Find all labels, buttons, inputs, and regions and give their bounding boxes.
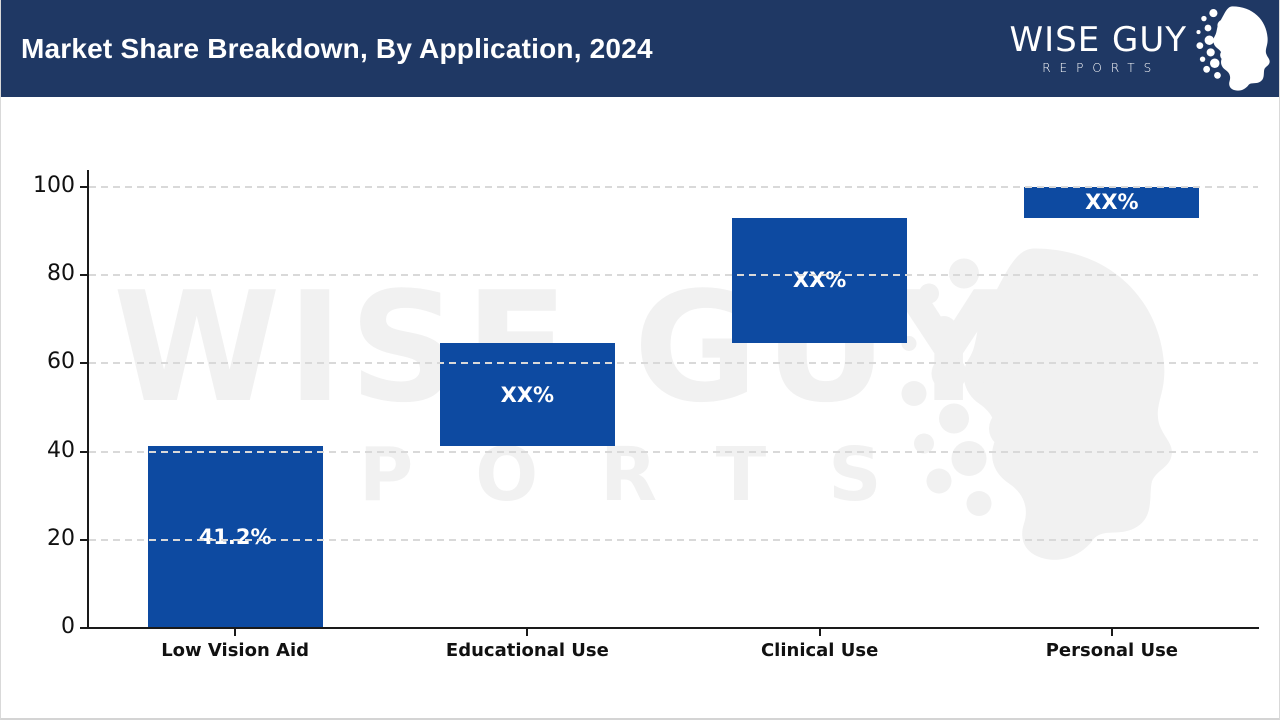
y-axis-line xyxy=(87,170,89,628)
bar-personal-use: XX% xyxy=(1024,187,1200,218)
gridline-80 xyxy=(89,274,1258,277)
x-axis-label-personal-use: Personal Use xyxy=(1045,640,1179,661)
y-tick-label-60: 60 xyxy=(47,349,75,375)
x-tick-0 xyxy=(234,629,237,636)
bar-value-label: XX% xyxy=(792,268,847,293)
gridline-100 xyxy=(89,186,1258,188)
watermark-face-icon xyxy=(901,248,1172,560)
bar-educational-use: XX% xyxy=(439,343,615,447)
bar-value-label: XX% xyxy=(500,382,555,407)
x-axis-line xyxy=(87,627,1259,629)
y-tick-label-100: 100 xyxy=(33,173,75,198)
y-tick-label-20: 20 xyxy=(47,525,75,551)
bar-value-label: 41.2% xyxy=(198,525,272,550)
y-tick-80 xyxy=(80,274,87,277)
logo-subtext: REPORTS xyxy=(1042,60,1161,75)
header: Market Share Breakdown, By Application, … xyxy=(1,0,1279,97)
watermark-text-line2: PORTS xyxy=(359,432,944,518)
y-tick-60 xyxy=(80,362,87,365)
y-tick-0 xyxy=(80,627,87,629)
gridline-20 xyxy=(89,538,1258,541)
y-tick-label-0: 0 xyxy=(61,614,75,639)
x-tick-1 xyxy=(526,629,529,636)
logo-text: WISE GUY REPORTS xyxy=(1009,20,1187,75)
bar-clinical-use: XX% xyxy=(732,217,908,344)
y-tick-40 xyxy=(80,450,87,453)
gridline-40 xyxy=(89,450,1258,453)
x-axis-label-clinical-use: Clinical Use xyxy=(760,640,879,661)
wise-guy-reports-logo: WISE GUY REPORTS xyxy=(1009,4,1273,94)
y-tick-100 xyxy=(80,186,87,188)
y-tick-20 xyxy=(80,538,87,541)
page-title: Market Share Breakdown, By Application, … xyxy=(21,32,653,64)
x-axis-label-low-vision-aid: Low Vision Aid xyxy=(161,640,310,661)
y-tick-label-80: 80 xyxy=(47,261,75,287)
x-tick-2 xyxy=(818,629,821,636)
bar-low-vision-aid: 41.2% xyxy=(147,446,323,628)
x-tick-3 xyxy=(1110,629,1113,636)
gridline-60 xyxy=(89,362,1258,365)
dotted-face-icon xyxy=(1196,6,1270,91)
bar-value-label: XX% xyxy=(1085,190,1139,215)
y-tick-label-40: 40 xyxy=(47,437,75,463)
x-axis-label-educational-use: Educational Use xyxy=(445,640,609,661)
logo-wordmark: WISE GUY xyxy=(1009,20,1187,61)
